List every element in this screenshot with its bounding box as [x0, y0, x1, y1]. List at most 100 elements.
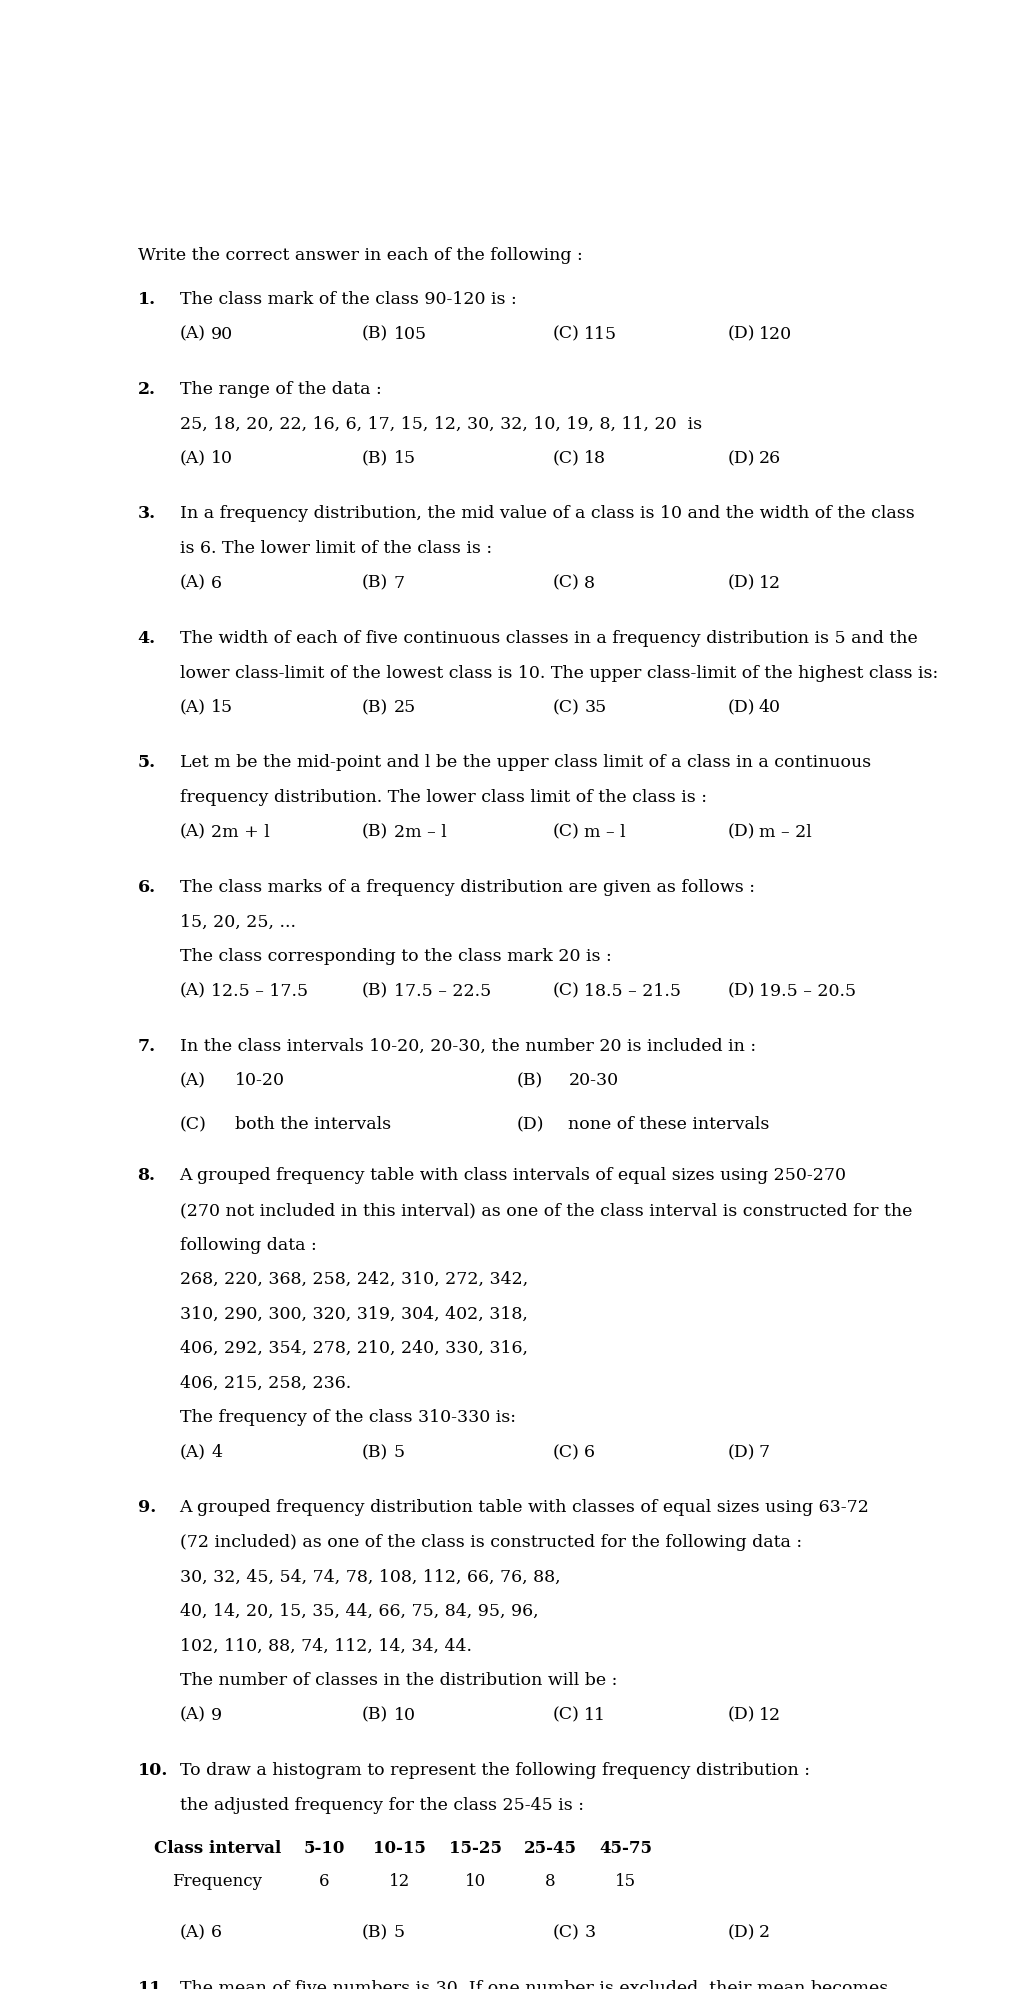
Text: 1.: 1. [137, 290, 156, 308]
Text: (D): (D) [727, 575, 755, 591]
Text: 18.5 – 21.5: 18.5 – 21.5 [585, 983, 681, 998]
Text: (C): (C) [553, 1923, 580, 1939]
Text: 19.5 – 20.5: 19.5 – 20.5 [759, 983, 856, 998]
Bar [287, 1830, 362, 1864]
Text: (72 included) as one of the class is constructed for the following data :: (72 included) as one of the class is con… [179, 1534, 802, 1549]
Bar [147, 1864, 287, 1898]
Text: 20-30: 20-30 [568, 1072, 618, 1088]
Text: 5-10: 5-10 [304, 1838, 345, 1856]
Text: 15: 15 [615, 1872, 637, 1890]
Text: 10: 10 [211, 450, 233, 467]
Text: 10: 10 [394, 1707, 416, 1722]
Text: 40, 14, 20, 15, 35, 44, 66, 75, 84, 95, 96,: 40, 14, 20, 15, 35, 44, 66, 75, 84, 95, … [179, 1603, 539, 1619]
Text: 35: 35 [585, 698, 606, 716]
Text: 268, 220, 368, 258, 242, 310, 272, 342,: 268, 220, 368, 258, 242, 310, 272, 342, [179, 1271, 527, 1287]
Text: (C): (C) [179, 1116, 207, 1134]
Text: 15-25: 15-25 [449, 1838, 502, 1856]
Text: (B): (B) [362, 698, 388, 716]
Text: (A): (A) [179, 326, 206, 342]
Text: (D): (D) [727, 326, 755, 342]
Text: (D): (D) [727, 698, 755, 716]
Text: 3: 3 [585, 1923, 595, 1939]
Text: m – l: m – l [585, 823, 626, 839]
Text: 40: 40 [759, 698, 781, 716]
Text: 2m + l: 2m + l [211, 823, 270, 839]
Text: 12: 12 [759, 1707, 781, 1722]
Text: 15: 15 [211, 698, 233, 716]
Bar [588, 1864, 664, 1898]
Bar [588, 1830, 664, 1864]
Text: The range of the data :: The range of the data : [179, 380, 381, 398]
Text: (B): (B) [362, 575, 388, 591]
Text: 2m – l: 2m – l [394, 823, 446, 839]
Bar [362, 1830, 437, 1864]
Text: 9: 9 [211, 1707, 222, 1722]
Text: The mean of five numbers is 30. If one number is excluded, their mean becomes: The mean of five numbers is 30. If one n… [179, 1979, 888, 1989]
Text: In the class intervals 10-20, 20-30, the number 20 is included in :: In the class intervals 10-20, 20-30, the… [179, 1038, 756, 1054]
Text: 6: 6 [585, 1444, 595, 1460]
Text: (A): (A) [179, 698, 206, 716]
Text: 406, 292, 354, 278, 210, 240, 330, 316,: 406, 292, 354, 278, 210, 240, 330, 316, [179, 1341, 527, 1356]
Text: A grouped frequency table with class intervals of equal sizes using 250-270: A grouped frequency table with class int… [179, 1168, 847, 1183]
Text: 5: 5 [394, 1444, 404, 1460]
Text: (D): (D) [727, 1707, 755, 1722]
Text: none of these intervals: none of these intervals [568, 1116, 770, 1134]
Text: To draw a histogram to represent the following frequency distribution :: To draw a histogram to represent the fol… [179, 1760, 810, 1778]
Text: 15: 15 [394, 450, 416, 467]
Text: 7.: 7. [137, 1038, 156, 1054]
Text: (D): (D) [727, 1444, 755, 1460]
Text: Let m be the mid-point and l be the upper class limit of a class in a continuous: Let m be the mid-point and l be the uppe… [179, 754, 870, 772]
Text: 10-15: 10-15 [374, 1838, 426, 1856]
Text: 11.: 11. [137, 1979, 168, 1989]
Text: 4.: 4. [137, 631, 156, 646]
Text: The class mark of the class 90-120 is :: The class mark of the class 90-120 is : [179, 290, 516, 308]
Text: The class marks of a frequency distribution are given as follows :: The class marks of a frequency distribut… [179, 879, 755, 895]
Text: 90: 90 [211, 326, 233, 342]
Text: (C): (C) [553, 326, 580, 342]
Text: (A): (A) [179, 1072, 206, 1088]
Text: 10.: 10. [137, 1760, 168, 1778]
Text: (B): (B) [517, 1072, 543, 1088]
Text: 7: 7 [394, 575, 404, 591]
Text: (C): (C) [553, 983, 580, 998]
Text: (A): (A) [179, 983, 206, 998]
Text: 18: 18 [585, 450, 606, 467]
Text: following data :: following data : [179, 1235, 316, 1253]
Text: 45-75: 45-75 [599, 1838, 652, 1856]
Text: 30, 32, 45, 54, 74, 78, 108, 112, 66, 76, 88,: 30, 32, 45, 54, 74, 78, 108, 112, 66, 76… [179, 1567, 560, 1585]
Text: 2: 2 [759, 1923, 770, 1939]
Text: (270 not included in this interval) as one of the class interval is constructed : (270 not included in this interval) as o… [179, 1201, 912, 1219]
Text: (B): (B) [362, 1923, 388, 1939]
Text: (A): (A) [179, 575, 206, 591]
Bar [437, 1830, 513, 1864]
Text: 5: 5 [394, 1923, 404, 1939]
Text: 10-20: 10-20 [236, 1072, 285, 1088]
Text: In a frequency distribution, the mid value of a class is 10 and the width of the: In a frequency distribution, the mid val… [179, 505, 914, 523]
Text: 25-45: 25-45 [524, 1838, 578, 1856]
Text: (B): (B) [362, 1707, 388, 1722]
Bar [513, 1830, 588, 1864]
Text: 12: 12 [759, 575, 781, 591]
Bar [437, 1864, 513, 1898]
Text: 6: 6 [211, 575, 222, 591]
Text: (B): (B) [362, 326, 388, 342]
Text: lower class-limit of the lowest class is 10. The upper class-limit of the highes: lower class-limit of the lowest class is… [179, 664, 938, 680]
Text: 17.5 – 22.5: 17.5 – 22.5 [394, 983, 492, 998]
Text: (C): (C) [553, 1444, 580, 1460]
Text: (A): (A) [179, 1923, 206, 1939]
Text: 115: 115 [585, 326, 617, 342]
Text: 10: 10 [465, 1872, 485, 1890]
Text: 26: 26 [759, 450, 781, 467]
Text: (A): (A) [179, 1707, 206, 1722]
Text: (C): (C) [553, 698, 580, 716]
Text: (D): (D) [517, 1116, 545, 1134]
Text: 15, 20, 25, ...: 15, 20, 25, ... [179, 913, 296, 931]
Bar [287, 1864, 362, 1898]
Text: (B): (B) [362, 983, 388, 998]
Text: 6: 6 [211, 1923, 222, 1939]
Text: 11: 11 [585, 1707, 606, 1722]
Text: 6: 6 [319, 1872, 330, 1890]
Bar [513, 1864, 588, 1898]
Text: 8.: 8. [137, 1168, 156, 1183]
Text: 25, 18, 20, 22, 16, 6, 17, 15, 12, 30, 32, 10, 19, 8, 11, 20  is: 25, 18, 20, 22, 16, 6, 17, 15, 12, 30, 3… [179, 416, 701, 432]
